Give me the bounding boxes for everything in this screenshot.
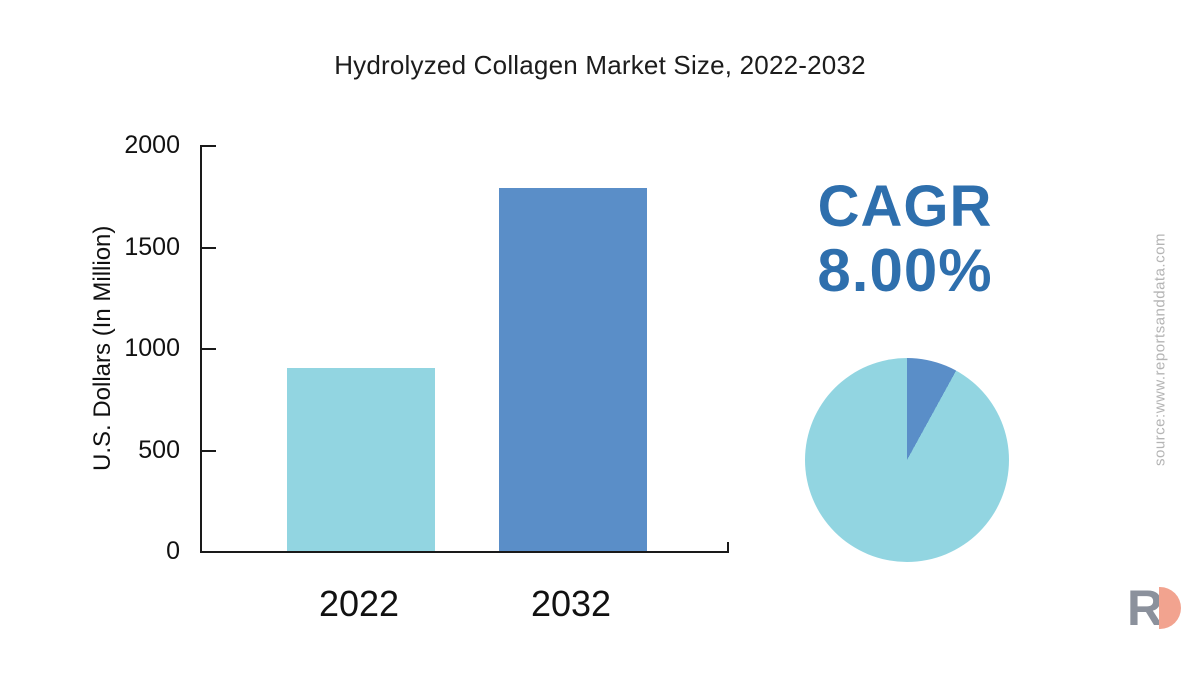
- y-tick-label: 1000: [124, 334, 180, 362]
- x-axis-tick-labels: 2022 2032: [200, 583, 727, 629]
- logo-d-shape: [1159, 587, 1182, 629]
- chart-title: Hydrolyzed Collagen Market Size, 2022-20…: [334, 50, 866, 80]
- reports-and-data-logo: R: [1127, 580, 1182, 636]
- y-tick-mark: [202, 449, 216, 452]
- bar-2022: [287, 368, 435, 551]
- bar-2032: [499, 187, 647, 551]
- y-tick-label: 2000: [124, 131, 180, 159]
- y-tick-label: 1500: [124, 232, 180, 261]
- y-tick-label: 0: [166, 537, 180, 565]
- pie-chart: [805, 358, 1009, 562]
- source-watermark: source:www.reportsanddata.com: [1151, 233, 1169, 467]
- x-tick-label: 2032: [530, 583, 612, 624]
- y-axis-tick-labels: 0 500 1000 1500 2000: [0, 131, 188, 565]
- y-tick-mark: [202, 348, 216, 350]
- cagr-label: CAGR: [817, 174, 993, 239]
- cagr-block: CAGR 8.00%: [775, 174, 1035, 304]
- x-axis-end-tick: [727, 542, 729, 551]
- plot-area: [200, 145, 729, 553]
- y-tick-mark: [202, 145, 216, 147]
- y-tick-label: 500: [138, 435, 180, 464]
- y-tick-mark: [202, 246, 216, 249]
- x-tick-label: 2022: [318, 583, 400, 624]
- cagr-value: 8.00%: [817, 236, 993, 304]
- logo-r-letter: R: [1127, 580, 1164, 636]
